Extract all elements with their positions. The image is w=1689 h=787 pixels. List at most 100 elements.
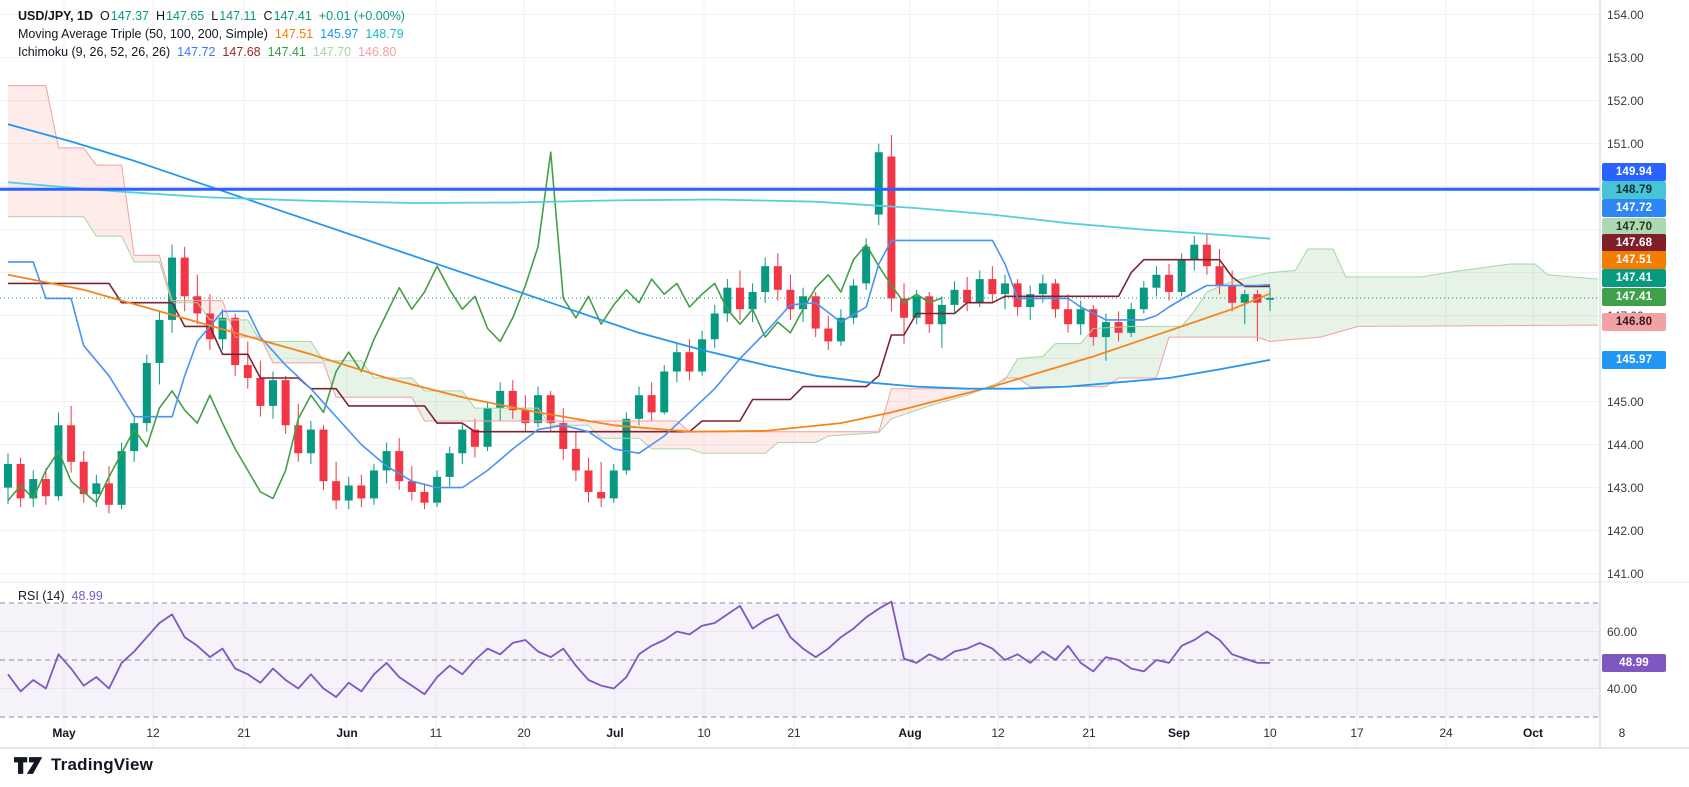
ichimoku-cloud-segment [727,431,740,454]
ichimoku-cloud-segment [1345,276,1359,330]
candle-down [1228,285,1237,303]
candle-up [1076,309,1085,325]
ichimoku-cloud-segment [765,431,778,454]
candle-up [723,287,732,314]
candle-down [887,156,896,299]
rsi-line [7,600,1270,698]
candle-up [369,470,378,499]
ichimoku-cloud-segment [1156,326,1170,378]
price-badge: 147.41 [1602,288,1666,306]
candle-up [142,362,151,424]
legend-part: 146.80 [358,45,397,59]
candle-up [1101,322,1110,338]
candle-down [79,461,88,495]
candle-down [470,429,479,447]
senkou-a-line [8,216,1599,454]
candle-down [597,491,606,499]
candle-down [1215,266,1224,286]
ichimoku-cloud-segment [58,147,72,217]
candle-down [559,423,568,449]
candle-down [256,377,265,406]
candle-up [1266,298,1274,300]
candle-down [1089,309,1098,338]
legend-part: O [100,9,110,23]
candle-down [584,470,593,492]
legend-part: 147.65 [166,9,205,23]
senkou-b-line [8,85,1599,433]
price-axis-label: 143.00 [1607,480,1644,495]
candle-up [1000,283,1009,295]
ichimoku-cloud-segment [689,431,703,454]
legend-part: 147.41 [267,45,306,59]
price-axis-label: 145.00 [1607,394,1644,409]
ichimoku-cloud-segment [361,360,374,398]
ichimoku-cloud-segment [702,431,715,454]
ichimoku-cloud-segment [33,85,46,217]
candle-up [155,319,164,363]
time-axis-label: 8 [1618,726,1626,740]
ichimoku-cloud-segment [83,147,97,237]
ichimoku-cloud-segment [676,420,690,449]
legend-ma-triple-row[interactable]: Moving Average Triple (50, 100, 200, Sim… [18,26,411,43]
legend-part: USD/JPY, 1D [18,9,94,23]
legend-part: Moving Average Triple (50, 100, 200, Sim… [18,27,268,41]
brand-text: TradingView [51,755,154,774]
candle-up [130,423,139,452]
sma100-line [7,123,1271,390]
legend-part: Ichimoku (9, 26, 52, 26, 26) [18,45,171,59]
candle-up [950,289,959,305]
candle-up [458,429,467,454]
legend-part: 147.70 [312,45,352,59]
candle-up [1127,309,1136,333]
legend-part: 147.37 [110,9,149,23]
candle-up [445,453,454,477]
ichimoku-cloud-segment [1282,270,1296,341]
candle-up [29,479,38,499]
candle-down [546,395,555,424]
ichimoku-cloud-segment [1408,276,1422,327]
candle-up [269,380,278,406]
candle-down [357,485,366,499]
legend-ichimoku-row[interactable]: Ichimoku (9, 26, 52, 26, 26) 147.72 147.68… [18,44,403,61]
ichimoku-cloud-segment [1358,276,1371,327]
time-axis-label: 11 [429,726,443,740]
legend-part: H [156,9,166,23]
ichimoku-cloud-segment [1383,276,1397,327]
ichimoku-cloud-segment [1434,272,1447,326]
ichimoku-cloud-segment [1143,326,1157,378]
candle-down [180,257,189,297]
legend-part: C [263,9,273,23]
ichimoku-cloud-segment [1522,264,1536,326]
ichimoku-cloud-segment [1421,274,1435,327]
time-axis-label: May [52,726,76,740]
ichimoku-cloud-segment [437,390,450,421]
ichimoku-cloud-segment [575,420,589,426]
candle-up [912,296,921,318]
price-badge: 147.68 [1602,234,1666,252]
candle-down [824,328,833,342]
rsi-indicator-label[interactable]: RSI (14) 48.99 [18,588,110,605]
candle-up [836,317,845,342]
ichimoku-cloud-segment [1093,327,1106,387]
price-badge: 147.70 [1602,218,1666,236]
legend-symbol-row[interactable]: USD/JPY, 1D O147.37 H147.65 L147.11 C147.41 +… [18,8,412,25]
footer-logo[interactable]: TradingView [14,755,153,775]
chikou-line [7,151,943,504]
candle-down [231,317,240,366]
candle-down [773,266,782,290]
candle-down [420,491,429,503]
candle-down [16,463,25,499]
ichimoku-cloud-segment [134,255,147,262]
candle-up [975,279,984,303]
candle-up [54,425,63,497]
ichimoku-cloud-segment [588,420,602,439]
legend-part: +0.01 (+0.00%) [318,9,405,23]
price-axis-label: 151.00 [1607,136,1644,151]
ichimoku-cloud-segment [285,341,299,363]
price-axis-label: 152.00 [1607,93,1644,108]
legend-part: 147.68 [222,45,261,59]
candle-down [963,289,972,303]
time-axis-label: Aug [898,726,922,740]
ichimoku-cloud-segment [1206,286,1220,338]
